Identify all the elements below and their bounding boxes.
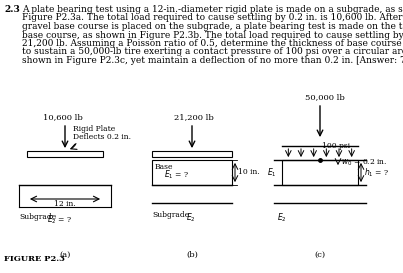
Text: 10,600 lb: 10,600 lb — [43, 113, 83, 121]
Text: base course, as shown in Figure P2.3b. The total load required to cause settling: base course, as shown in Figure P2.3b. T… — [22, 31, 403, 40]
Text: $E_2$: $E_2$ — [186, 211, 196, 224]
Text: Rigid Plate: Rigid Plate — [73, 125, 115, 133]
Text: $E_1$: $E_1$ — [267, 166, 277, 179]
Text: Figure P2.3a. The total load required to cause settling by 0.2 in. is 10,600 lb.: Figure P2.3a. The total load required to… — [22, 13, 403, 22]
Text: $E_2$ = ?: $E_2$ = ? — [47, 213, 73, 225]
Text: $E_2$: $E_2$ — [277, 211, 287, 224]
Text: $E_1$ = ?: $E_1$ = ? — [164, 168, 189, 181]
Text: 10 in.: 10 in. — [238, 168, 260, 177]
Bar — [27, 151, 103, 157]
Text: A plate bearing test using a 12-in.-diameter rigid plate is made on a subgrade, : A plate bearing test using a 12-in.-diam… — [22, 5, 403, 14]
Text: (c): (c) — [314, 251, 326, 259]
Text: 2.3: 2.3 — [4, 5, 20, 14]
Bar — [282, 160, 358, 185]
Text: 21,200 lb: 21,200 lb — [174, 113, 214, 121]
Text: gravel base course is placed on the subgrade, a plate bearing test is made on th: gravel base course is placed on the subg… — [22, 22, 403, 31]
Text: $h_1$ = ?: $h_1$ = ? — [364, 166, 389, 179]
Text: 100 psi: 100 psi — [322, 142, 350, 150]
Text: Subgrade: Subgrade — [152, 211, 189, 219]
Text: 50,000 lb: 50,000 lb — [305, 93, 345, 101]
Text: Base: Base — [155, 163, 174, 171]
Text: Deflects 0.2 in.: Deflects 0.2 in. — [73, 133, 131, 141]
Text: $w_0$ = 0.2 in.: $w_0$ = 0.2 in. — [341, 158, 387, 168]
Text: shown in Figure P2.3c, yet maintain a deflection of no more than 0.2 in. [Answer: shown in Figure P2.3c, yet maintain a de… — [22, 56, 403, 65]
Text: (b): (b) — [186, 251, 198, 259]
Text: to sustain a 50,000-lb tire exerting a contact pressure of 100 psi over a circul: to sustain a 50,000-lb tire exerting a c… — [22, 48, 403, 57]
Bar — [152, 160, 232, 185]
Text: (a): (a) — [59, 251, 71, 259]
Bar — [152, 151, 232, 157]
Text: 12 in.: 12 in. — [54, 200, 76, 208]
Text: FIGURE P2.3: FIGURE P2.3 — [4, 255, 65, 263]
Text: 21,200 lb. Assuming a Poisson ratio of 0.5, determine the thickness of base cour: 21,200 lb. Assuming a Poisson ratio of 0… — [22, 39, 403, 48]
Text: Subgrade: Subgrade — [19, 213, 56, 221]
